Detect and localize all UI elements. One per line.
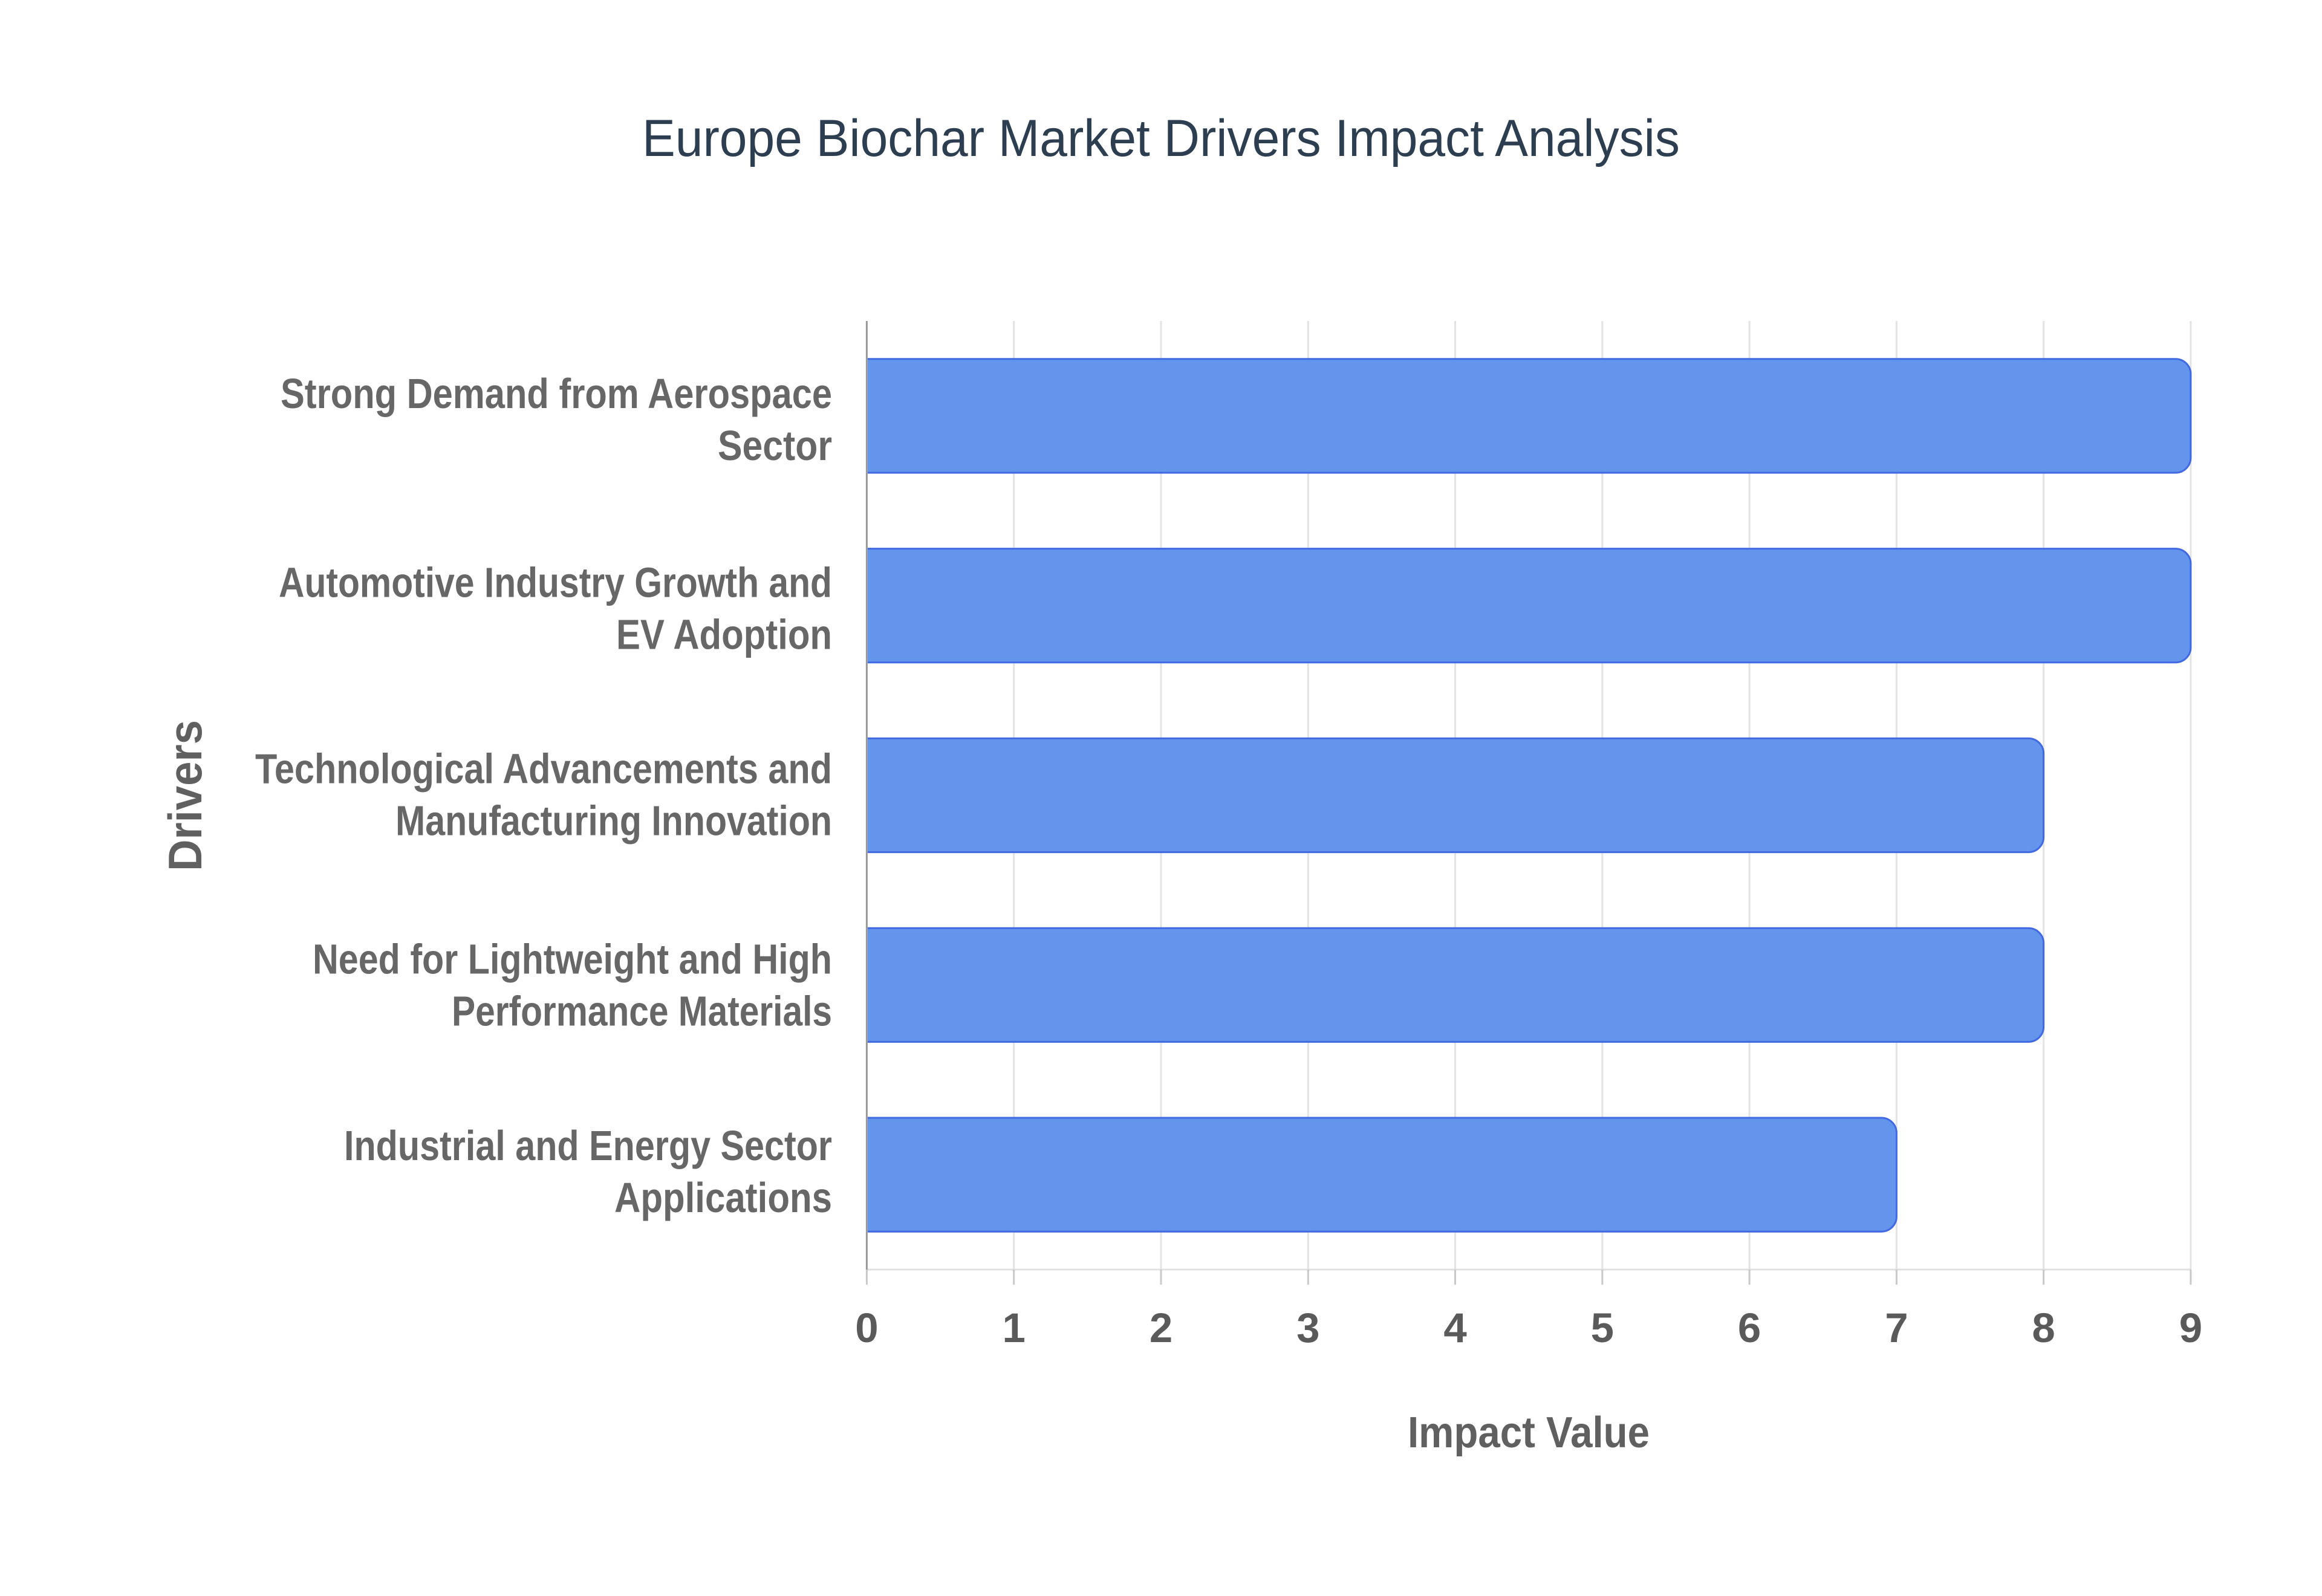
svg-text:6: 6 <box>1738 1305 1761 1351</box>
svg-text:Manufacturing Innovation: Manufacturing Innovation <box>395 797 832 845</box>
svg-text:Drivers: Drivers <box>158 720 212 871</box>
svg-text:Applications: Applications <box>614 1174 832 1221</box>
svg-text:Sector: Sector <box>718 422 832 469</box>
svg-text:7: 7 <box>1885 1305 1908 1351</box>
svg-text:1: 1 <box>1003 1305 1026 1351</box>
svg-text:2: 2 <box>1150 1305 1172 1351</box>
svg-text:Impact Value: Impact Value <box>1408 1409 1650 1457</box>
svg-text:Performance Materials: Performance Materials <box>452 987 832 1034</box>
svg-text:Automotive Industry Growth and: Automotive Industry Growth and <box>279 559 832 606</box>
svg-text:8: 8 <box>2032 1305 2055 1351</box>
svg-text:Industrial and Energy Sector: Industrial and Energy Sector <box>344 1122 832 1169</box>
svg-text:Technological Advancements and: Technological Advancements and <box>255 745 832 793</box>
svg-text:5: 5 <box>1591 1305 1614 1351</box>
svg-text:Strong Demand from Aerospace: Strong Demand from Aerospace <box>281 370 832 417</box>
svg-text:0: 0 <box>855 1305 878 1351</box>
svg-text:EV Adoption: EV Adoption <box>616 611 832 658</box>
svg-text:3: 3 <box>1296 1305 1319 1351</box>
svg-text:9: 9 <box>2179 1305 2202 1351</box>
svg-text:Europe Biochar Market Drivers: Europe Biochar Market Drivers Impact Ana… <box>642 109 1680 167</box>
svg-text:Need for Lightweight and High: Need for Lightweight and High <box>313 935 832 982</box>
svg-text:4: 4 <box>1443 1305 1466 1351</box>
